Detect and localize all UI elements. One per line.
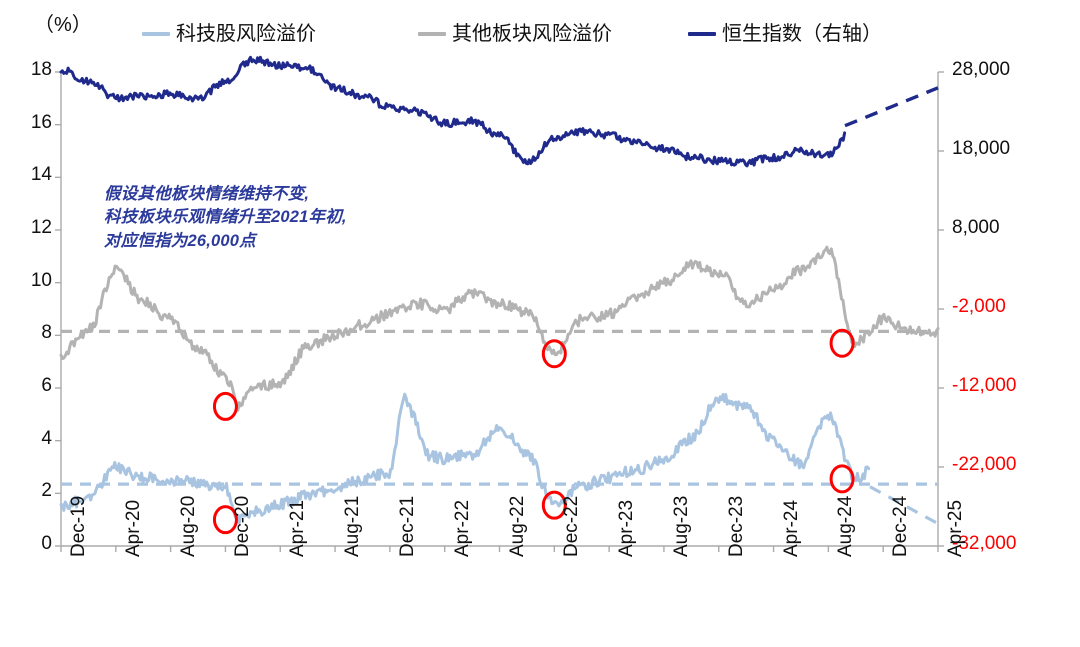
x-tick-Aug-24: Aug-24 xyxy=(835,495,857,557)
forecast-tail-tech-erp xyxy=(869,485,939,526)
y-tick-right--32000: -32,000 xyxy=(952,533,1017,554)
x-tick-Apr-25: Apr-25 xyxy=(945,499,966,557)
legend-swatch-hang-seng-index xyxy=(688,32,716,36)
annotation-line-1: 假设其他板块情绪维持不变, xyxy=(104,185,310,203)
y-tick-left-0: 0 xyxy=(41,533,52,554)
y-tick-right-28000: 28,000 xyxy=(952,59,1011,80)
y-tick-left-2: 2 xyxy=(41,480,52,502)
series-line-其他板块风险溢价 xyxy=(59,245,940,412)
x-tick-Dec-19: Dec-19 xyxy=(68,495,89,557)
y-tick-left-14: 14 xyxy=(30,164,52,186)
y-tick-left-6: 6 xyxy=(41,375,52,396)
y-tick-right--2000: -2,000 xyxy=(952,296,1006,317)
y-tick-right-8000: 8,000 xyxy=(952,217,1000,238)
series-line-恒生指数（右轴） xyxy=(59,55,847,168)
legend-item-tech-erp[interactable]: 科技股风险溢价 xyxy=(142,24,316,44)
y-axis-unit-label: （%） xyxy=(34,14,92,36)
x-tick-Dec-20: Dec-20 xyxy=(232,495,254,557)
marker-tech-2022-12 xyxy=(541,490,567,520)
legend-label-other-sectors-erp: 其他板块风险溢价 xyxy=(452,23,612,45)
legend-label-tech-erp: 科技股风险溢价 xyxy=(176,23,316,45)
x-tick-Dec-22: Dec-22 xyxy=(561,495,583,557)
y-tick-right--12000: -12,000 xyxy=(952,375,1017,396)
chart-legend: 科技股风险溢价 其他板块风险溢价 恒生指数（右轴） xyxy=(0,8,1080,44)
legend-item-hang-seng-index[interactable]: 恒生指数（右轴） xyxy=(688,24,882,44)
x-tick-Apr-23: Apr-23 xyxy=(616,499,638,557)
marker-other-2024-09 xyxy=(829,328,855,358)
x-tick-Apr-20: Apr-20 xyxy=(122,499,144,557)
legend-item-other-sectors-erp[interactable]: 其他板块风险溢价 xyxy=(418,24,612,44)
y-tick-right--22000: -22,000 xyxy=(952,454,1017,475)
chart-annotation: 假设其他板块情绪维持不变, 科技板块乐观情绪升至2021年初, 对应恒指为26,… xyxy=(104,183,347,253)
y-tick-left-4: 4 xyxy=(41,427,52,449)
x-tick-Apr-22: Apr-22 xyxy=(451,499,473,557)
legend-swatch-tech-erp xyxy=(142,32,170,36)
marker-tech-2020-12 xyxy=(212,505,238,535)
y-tick-left-16: 16 xyxy=(30,111,52,133)
x-tick-Apr-21: Apr-21 xyxy=(287,499,309,557)
x-tick-Aug-20: Aug-20 xyxy=(177,495,199,557)
y-tick-left-12: 12 xyxy=(30,217,52,238)
x-tick-Dec-24: Dec-24 xyxy=(890,495,912,557)
x-tick-Dec-21: Dec-21 xyxy=(396,495,418,557)
x-tick-Aug-21: Aug-21 xyxy=(342,495,364,557)
y-tick-left-10: 10 xyxy=(30,269,52,291)
legend-swatch-other-sectors-erp xyxy=(418,32,446,36)
annotation-line-3: 对应恒指为26,000点 xyxy=(104,231,256,250)
annotation-line-2: 科技板块乐观情绪升至2021年初, xyxy=(104,208,347,227)
y-tick-right-18000: 18,000 xyxy=(952,138,1011,159)
legend-label-hang-seng-index: 恒生指数（右轴） xyxy=(722,23,882,45)
y-tick-left-18: 18 xyxy=(30,59,52,80)
y-tick-left-8: 8 xyxy=(41,322,52,344)
marker-other-2020-12 xyxy=(212,391,238,421)
x-tick-Aug-22: Aug-22 xyxy=(506,495,528,557)
x-tick-Apr-24: Apr-24 xyxy=(780,499,802,557)
marker-other-2022-12 xyxy=(541,339,567,369)
x-tick-Aug-23: Aug-23 xyxy=(670,495,692,557)
forecast-tail-hang-seng-index xyxy=(844,86,939,128)
series-line-科技股风险溢价 xyxy=(59,392,871,525)
x-tick-Dec-23: Dec-23 xyxy=(725,495,747,557)
marker-tech-2024-09 xyxy=(829,464,855,494)
